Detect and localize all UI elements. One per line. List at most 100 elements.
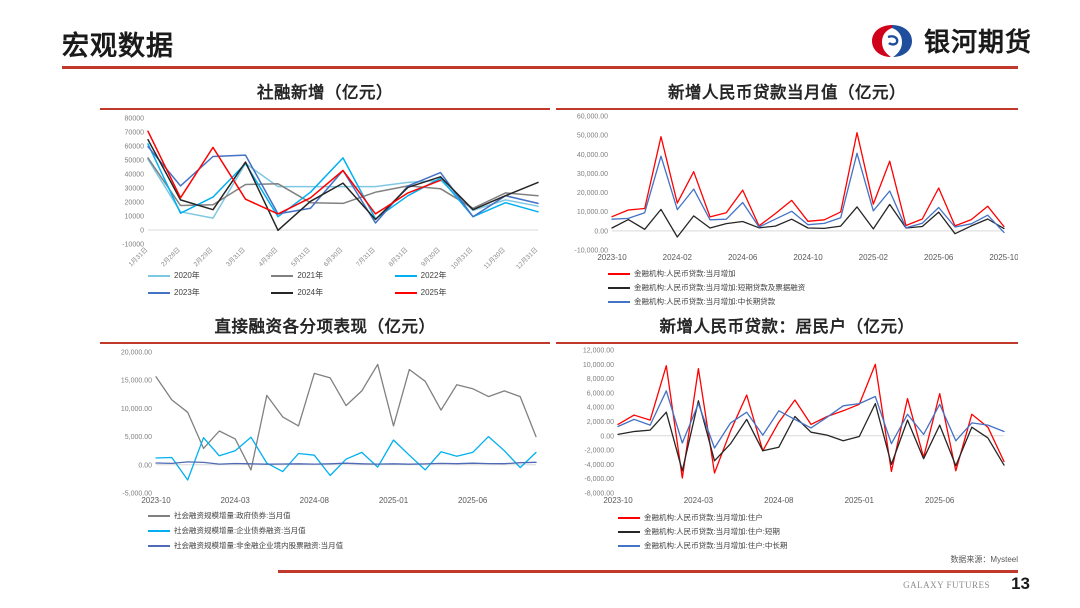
svg-text:12,000.00: 12,000.00 <box>583 347 614 354</box>
legend-item[interactable]: 社会融资规模增量:政府债券:当月值 <box>148 510 343 521</box>
svg-text:6,000.00: 6,000.00 <box>587 390 614 397</box>
page-header: 宏观数据 银河期货 <box>0 0 1080 72</box>
svg-text:10000: 10000 <box>125 213 145 220</box>
data-source-label: 数据来源：Mysteel <box>950 555 1018 564</box>
svg-text:30,000.00: 30,000.00 <box>577 171 608 178</box>
legend-series-label: 金融机构:人民币贷款:当月增加:中长期贷款 <box>634 297 776 306</box>
footer-divider <box>278 570 1018 573</box>
chart-plot-direct-financing: 20,000.00 15,000.00 10,000.00 5,000.00 0.00 -… <box>100 343 550 529</box>
legend-item[interactable]: 金融机构:人民币贷款:当月增加:住户:中长期 <box>618 540 787 551</box>
chart-panel-direct-financing: 直接融资各分项表现（亿元） 20,000.00 15,000.00 10,000.0… <box>100 318 550 558</box>
legend-item[interactable]: 社会融资规模增量:企业债券融资:当月值 <box>148 525 343 536</box>
legend-item[interactable]: 金融机构:人民币贷款:当月增加 <box>608 268 805 279</box>
legend-color-swatch <box>148 529 170 532</box>
legend-color-swatch <box>394 274 417 277</box>
legend-series-label: 社会融资规模增量:非金融企业境内股票融资:当月值 <box>174 541 344 550</box>
svg-text:-5,000.00: -5,000.00 <box>122 490 152 497</box>
svg-text:2025-06: 2025-06 <box>458 496 488 505</box>
legend-item[interactable]: 金融机构:人民币贷款:当月增加:短期贷款及票据融资 <box>608 282 805 293</box>
legend-item[interactable]: 金融机构:人民币贷款:当月增加:中长期贷款 <box>608 296 805 307</box>
chart-plot-household-loans: 12,000.00 10,000.00 8,000.00 6,000.00 4,000.… <box>556 343 1018 529</box>
svg-text:10,000.00: 10,000.00 <box>583 362 614 369</box>
legend-item[interactable]: 2020年 <box>148 270 271 281</box>
svg-text:-4,000.00: -4,000.00 <box>584 462 614 469</box>
svg-text:3月31日: 3月31日 <box>224 246 247 269</box>
svg-text:-10,000.00: -10,000.00 <box>575 247 609 254</box>
legend-item[interactable]: 2025年 <box>394 287 518 298</box>
svg-text:30000: 30000 <box>125 185 145 192</box>
svg-text:2024-03: 2024-03 <box>684 496 714 505</box>
svg-text:20,000.00: 20,000.00 <box>577 190 608 197</box>
chart-title-divider <box>556 107 1018 110</box>
legend-series-label: 金融机构:人民币贷款:当月增加:住户:中长期 <box>644 541 788 550</box>
chart-title-social-financing: 社融新增（亿元） <box>257 84 393 102</box>
chart-panel-household-loans: 新增人民币贷款：居民户（亿元） 12,000.00 10,000.00 8,000.… <box>556 318 1018 558</box>
footer-brand-text: GALAXY FUTURES <box>903 580 990 590</box>
svg-text:2025-06: 2025-06 <box>924 253 954 262</box>
svg-text:20000: 20000 <box>125 199 145 206</box>
svg-text:5,000.00: 5,000.00 <box>125 434 152 441</box>
chart-title-direct-financing: 直接融资各分项表现（亿元） <box>214 318 436 336</box>
legend-series-label: 金融机构:人民币贷款:当月增加:住户:短期 <box>644 527 780 536</box>
legend-item[interactable]: 2022年 <box>394 270 518 281</box>
legend-color-swatch <box>618 530 640 533</box>
svg-text:70000: 70000 <box>125 129 145 136</box>
legend-item[interactable]: 金融机构:人民币贷款:当月增加:住户:短期 <box>618 526 787 537</box>
svg-text:60,000.00: 60,000.00 <box>577 113 608 120</box>
svg-text:11月30日: 11月30日 <box>482 246 507 271</box>
svg-text:-8,000.00: -8,000.00 <box>584 490 614 497</box>
legend-item[interactable]: 2021年 <box>271 270 394 281</box>
svg-text:80000: 80000 <box>125 115 145 122</box>
legend-series-label: 2021年 <box>297 271 324 280</box>
chart-title-divider <box>100 107 550 110</box>
svg-text:60000: 60000 <box>125 143 145 150</box>
legend-series-label: 社会融资规模增量:企业债券融资:当月值 <box>174 526 306 535</box>
legend-series-label: 2023年 <box>174 288 200 297</box>
svg-text:50,000.00: 50,000.00 <box>577 132 608 139</box>
svg-text:2025-01: 2025-01 <box>379 496 409 505</box>
svg-text:2月29日: 2月29日 <box>192 246 215 269</box>
svg-text:2024-03: 2024-03 <box>220 496 250 505</box>
legend-color-swatch <box>394 291 417 294</box>
chart-legend-household-loans: 金融机构:人民币贷款:当月增加:住户金融机构:人民币贷款:当月增加:住户:短期金… <box>618 512 787 551</box>
svg-text:4,000.00: 4,000.00 <box>587 404 614 411</box>
legend-item[interactable]: 社会融资规模增量:非金融企业境内股票融资:当月值 <box>148 540 343 551</box>
svg-text:8,000.00: 8,000.00 <box>587 376 614 383</box>
legend-color-swatch <box>608 300 630 303</box>
svg-text:0.00: 0.00 <box>600 433 614 440</box>
legend-item[interactable]: 2024年 <box>271 287 394 298</box>
svg-text:2023-10: 2023-10 <box>603 496 633 505</box>
legend-item[interactable]: 2023年 <box>148 287 271 298</box>
legend-series-label: 金融机构:人民币贷款:当月增加 <box>634 269 736 278</box>
svg-text:2024-08: 2024-08 <box>300 496 330 505</box>
svg-text:2,000.00: 2,000.00 <box>587 419 614 426</box>
legend-color-swatch <box>148 274 170 277</box>
svg-text:2025-10: 2025-10 <box>989 253 1018 262</box>
svg-text:10,000.00: 10,000.00 <box>121 406 152 413</box>
header-divider <box>62 66 1018 69</box>
chart-title-rmb-loans: 新增人民币贷款当月值（亿元） <box>668 84 906 102</box>
legend-series-label: 2025年 <box>420 288 447 297</box>
legend-color-swatch <box>148 514 170 517</box>
svg-text:0.00: 0.00 <box>138 462 152 469</box>
svg-text:-2,000.00: -2,000.00 <box>584 447 614 454</box>
brand-logo: 银河期货 <box>870 22 1032 59</box>
svg-text:4月30日: 4月30日 <box>257 246 280 269</box>
page-title: 宏观数据 <box>62 31 174 61</box>
chart-legend-direct-financing: 社会融资规模增量:政府债券:当月值社会融资规模增量:企业债券融资:当月值社会融资… <box>148 510 343 551</box>
legend-series-label: 2022年 <box>420 271 447 280</box>
svg-text:5月31日: 5月31日 <box>289 246 312 269</box>
chart-legend-social-financing: 2020年 2021年 2022年 2023年 2024年 2025年 <box>148 270 518 298</box>
svg-text:2025-02: 2025-02 <box>859 253 889 262</box>
chart-plot-social-financing: 80000 70000 60000 50000 40000 30000 20000 10000… <box>100 109 550 290</box>
svg-text:2025-06: 2025-06 <box>925 496 955 505</box>
legend-color-swatch <box>271 274 294 277</box>
svg-text:12月31日: 12月31日 <box>514 246 539 271</box>
svg-text:2024-10: 2024-10 <box>793 253 823 262</box>
svg-text:0.00: 0.00 <box>594 228 608 235</box>
svg-text:2月28日: 2月28日 <box>159 246 182 269</box>
legend-series-label: 2020年 <box>174 271 200 280</box>
chart-title-household-loans: 新增人民币贷款：居民户（亿元） <box>659 318 915 336</box>
legend-item[interactable]: 金融机构:人民币贷款:当月增加:住户 <box>618 512 787 523</box>
chart-panel-social-financing: 社融新增（亿元） 80000 70000 60000 50000 40000 30000 2… <box>100 84 550 309</box>
